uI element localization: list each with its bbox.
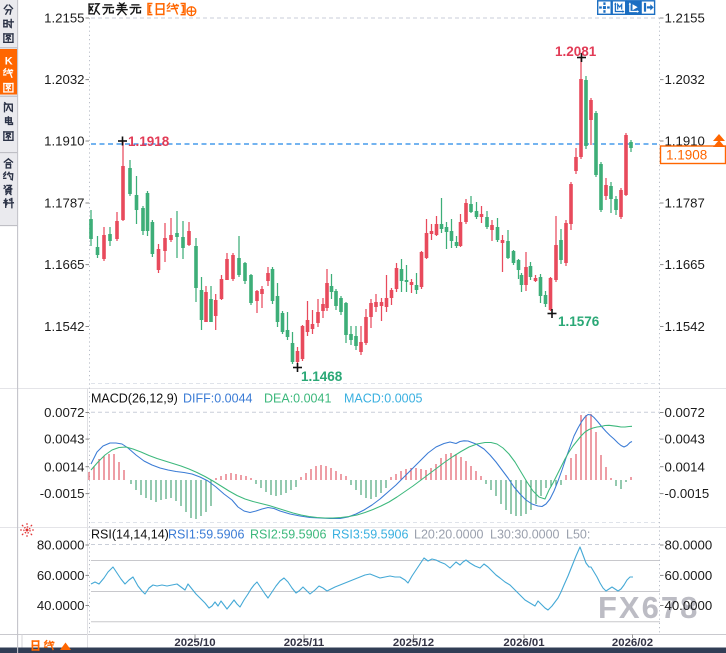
svg-text:40.0000: 40.0000 [37, 598, 85, 613]
svg-text:1.1910: 1.1910 [665, 134, 705, 149]
svg-text:RSI1:59.5906: RSI1:59.5906 [168, 528, 244, 542]
svg-text:2025/11: 2025/11 [284, 637, 325, 649]
svg-text:1.1910: 1.1910 [44, 134, 84, 149]
svg-text:0.0043: 0.0043 [665, 432, 705, 447]
svg-text:1.1542: 1.1542 [665, 319, 705, 334]
svg-text:80.0000: 80.0000 [37, 538, 85, 553]
svg-text:RSI2:59.5906: RSI2:59.5906 [250, 528, 326, 542]
svg-text:1.1787: 1.1787 [665, 196, 705, 211]
svg-text:L30:30.0000: L30:30.0000 [490, 528, 560, 542]
svg-text:1.1576: 1.1576 [558, 314, 600, 329]
svg-text:2026/01: 2026/01 [503, 637, 545, 649]
svg-text:1.1908: 1.1908 [666, 148, 707, 163]
svg-text:1.1665: 1.1665 [665, 257, 705, 272]
svg-text:RSI3:59.5906: RSI3:59.5906 [332, 528, 408, 542]
svg-text:1.2081: 1.2081 [555, 44, 597, 59]
svg-text:2025/10: 2025/10 [174, 637, 215, 649]
svg-text:L50:: L50: [566, 528, 590, 542]
svg-text:DIFF:0.0044: DIFF:0.0044 [183, 392, 253, 406]
svg-text:RSI(14,14,14): RSI(14,14,14) [91, 528, 169, 542]
svg-text:1.1665: 1.1665 [44, 257, 84, 272]
svg-text:-0.0015: -0.0015 [665, 486, 710, 501]
svg-text:K: K [5, 56, 13, 68]
svg-text:MACD:0.0005: MACD:0.0005 [344, 392, 423, 406]
svg-text:0.0014: 0.0014 [665, 459, 705, 474]
svg-text:1.1787: 1.1787 [44, 196, 84, 211]
svg-text:1.1918: 1.1918 [128, 134, 170, 149]
svg-text:L20:20.0000: L20:20.0000 [414, 528, 484, 542]
svg-text:DEA:0.0041: DEA:0.0041 [264, 392, 331, 406]
svg-text:0.0072: 0.0072 [665, 405, 705, 420]
svg-text:FX678: FX678 [598, 590, 699, 625]
svg-text:60.0000: 60.0000 [37, 568, 85, 583]
svg-text:0.0014: 0.0014 [44, 459, 84, 474]
svg-text:-0.0015: -0.0015 [40, 486, 85, 501]
svg-text:0.0072: 0.0072 [44, 405, 84, 420]
svg-text:80.0000: 80.0000 [665, 538, 713, 553]
svg-text:1.1542: 1.1542 [44, 319, 84, 334]
svg-text:MACD(26,12,9): MACD(26,12,9) [91, 392, 178, 406]
svg-text:2025/12: 2025/12 [393, 637, 434, 649]
svg-text:1.2032: 1.2032 [44, 72, 84, 87]
svg-text:60.0000: 60.0000 [665, 568, 713, 583]
svg-text:1.2155: 1.2155 [44, 11, 84, 26]
svg-text:1.2155: 1.2155 [665, 11, 705, 26]
svg-text:2026/02: 2026/02 [612, 637, 653, 649]
svg-text:1.1468: 1.1468 [301, 369, 343, 384]
svg-text:0.0043: 0.0043 [44, 432, 84, 447]
svg-text:40.0000: 40.0000 [665, 598, 713, 613]
svg-text:1.2032: 1.2032 [665, 72, 705, 87]
